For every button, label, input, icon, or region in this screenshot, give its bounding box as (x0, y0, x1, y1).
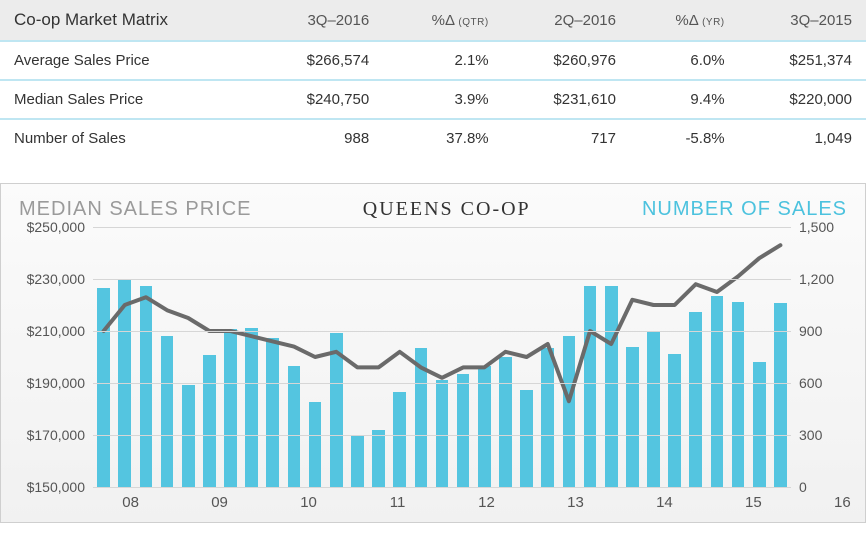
y-right-label: 900 (799, 323, 822, 339)
col-3q2015: 3Q–2015 (739, 0, 866, 41)
grid-line (93, 383, 791, 384)
chart-x-axis: 080910111213141516 (75, 494, 809, 514)
x-year-label: 13 (567, 494, 584, 511)
col-3q2016: 3Q–2016 (256, 0, 383, 41)
y-left-label: $230,000 (27, 271, 85, 287)
row-label: Number of Sales (0, 119, 256, 157)
x-year-label: 15 (745, 494, 762, 511)
x-year-label: 10 (300, 494, 317, 511)
cell: 3.9% (383, 80, 502, 119)
x-year-label: 11 (390, 494, 406, 511)
cell: $231,610 (503, 80, 630, 119)
cell: 717 (503, 119, 630, 157)
cell: 988 (256, 119, 383, 157)
chart-line-layer (93, 227, 791, 487)
cell: $240,750 (256, 80, 383, 119)
col-pct-qtr: %Δ (QTR) (383, 0, 502, 41)
chart-title-right: NUMBER OF SALES (642, 198, 847, 221)
cell: -5.8% (630, 119, 739, 157)
table-row: Average Sales Price$266,5742.1%$260,9766… (0, 41, 866, 80)
row-label: Average Sales Price (0, 41, 256, 80)
cell: 6.0% (630, 41, 739, 80)
y-right-label: 0 (799, 479, 807, 495)
cell: 2.1% (383, 41, 502, 80)
y-right-label: 600 (799, 375, 822, 391)
col-pct-yr: %Δ (YR) (630, 0, 739, 41)
y-right-label: 1,500 (799, 219, 834, 235)
median-price-line (104, 245, 781, 401)
grid-line (93, 279, 791, 280)
grid-line (93, 331, 791, 332)
cell: 1,049 (739, 119, 866, 157)
chart-plot-area: $150,000$170,000$190,000$210,000$230,000… (93, 227, 791, 487)
y-left-label: $190,000 (27, 375, 85, 391)
cell: 37.8% (383, 119, 502, 157)
cell: $260,976 (503, 41, 630, 80)
cell: 9.4% (630, 80, 739, 119)
x-year-label: 12 (478, 494, 495, 511)
x-year-label: 14 (656, 494, 673, 511)
y-right-label: 1,200 (799, 271, 834, 287)
x-year-label: 08 (122, 494, 139, 511)
y-right-label: 300 (799, 427, 822, 443)
grid-line (93, 435, 791, 436)
median-price-vs-sales-chart: MEDIAN SALES PRICE QUEENS CO-OP NUMBER O… (0, 183, 866, 523)
chart-title-center: QUEENS CO-OP (363, 198, 531, 221)
y-left-label: $170,000 (27, 427, 85, 443)
cell: $220,000 (739, 80, 866, 119)
matrix-title-cell: Co-op Market Matrix (0, 0, 256, 41)
table-row: Median Sales Price$240,7503.9%$231,6109.… (0, 80, 866, 119)
coop-market-matrix-table: Co-op Market Matrix 3Q–2016 %Δ (QTR) 2Q–… (0, 0, 866, 157)
y-left-label: $250,000 (27, 219, 85, 235)
row-label: Median Sales Price (0, 80, 256, 119)
cell: $266,574 (256, 41, 383, 80)
grid-line (93, 227, 791, 228)
x-year-label: 16 (834, 494, 851, 511)
cell: $251,374 (739, 41, 866, 80)
y-left-label: $210,000 (27, 323, 85, 339)
chart-title-left: MEDIAN SALES PRICE (19, 198, 252, 221)
matrix-header-row: Co-op Market Matrix 3Q–2016 %Δ (QTR) 2Q–… (0, 0, 866, 41)
x-year-label: 09 (211, 494, 228, 511)
table-row: Number of Sales98837.8%717-5.8%1,049 (0, 119, 866, 157)
col-2q2016: 2Q–2016 (503, 0, 630, 41)
grid-line (93, 487, 791, 488)
y-left-label: $150,000 (27, 479, 85, 495)
